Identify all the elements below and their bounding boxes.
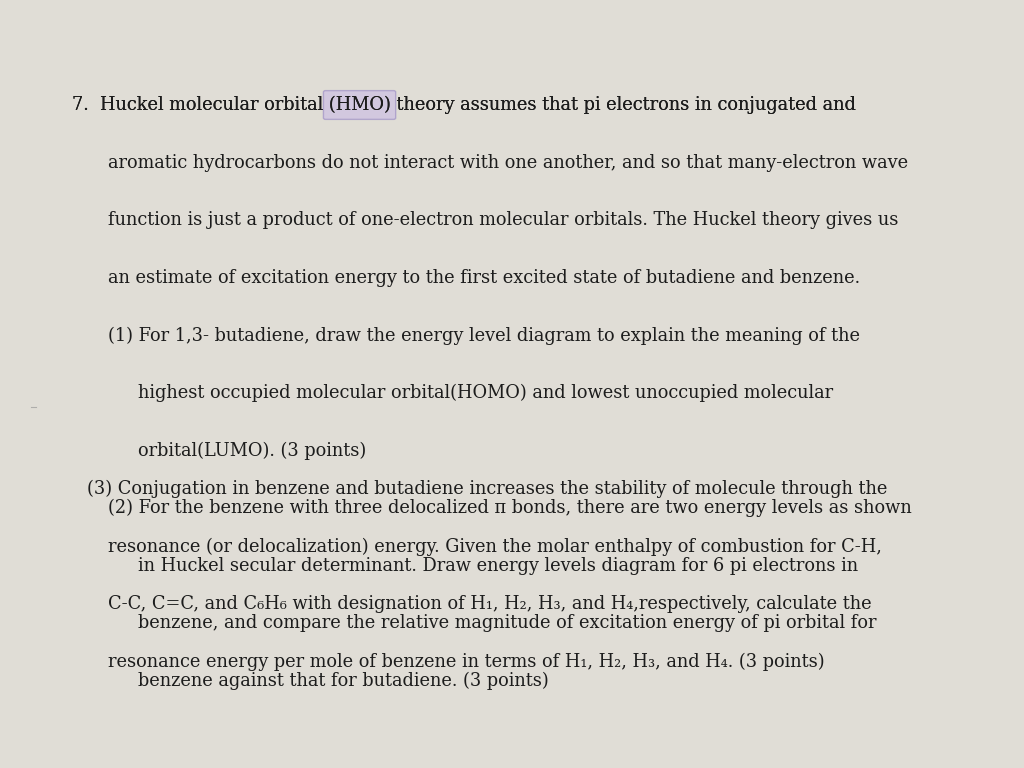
Text: C-C, C=C, and C₆H₆ with designation of H₁, H₂, H₃, and H₄,respectively, calculat: C-C, C=C, and C₆H₆ with designation of H… bbox=[108, 595, 871, 613]
Text: highest occupied molecular orbital(HOMO) and lowest unoccupied molecular: highest occupied molecular orbital(HOMO)… bbox=[138, 384, 834, 402]
Text: in Huckel secular determinant. Draw energy levels diagram for 6 pi electrons in: in Huckel secular determinant. Draw ener… bbox=[138, 557, 858, 574]
Text: an estimate of excitation energy to the first excited state of butadiene and ben: an estimate of excitation energy to the … bbox=[108, 269, 859, 286]
Text: benzene, and compare the relative magnitude of excitation energy of pi orbital f: benzene, and compare the relative magnit… bbox=[138, 614, 877, 632]
Text: aromatic hydrocarbons do not interact with one another, and so that many-electro: aromatic hydrocarbons do not interact wi… bbox=[108, 154, 907, 171]
Text: resonance energy per mole of benzene in terms of H₁, H₂, H₃, and H₄. (3 points): resonance energy per mole of benzene in … bbox=[108, 653, 824, 671]
Text: function is just a product of one-electron molecular orbitals. The Huckel theory: function is just a product of one-electr… bbox=[108, 211, 898, 229]
FancyBboxPatch shape bbox=[324, 91, 395, 119]
Text: (1) For 1,3- butadiene, draw the energy level diagram to explain the meaning of : (1) For 1,3- butadiene, draw the energy … bbox=[108, 326, 859, 345]
Text: 7.  Huckel molecular orbital (HMO) theory assumes that pi electrons in conjugate: 7. Huckel molecular orbital (HMO) theory… bbox=[72, 96, 856, 114]
Text: orbital(LUMO). (3 points): orbital(LUMO). (3 points) bbox=[138, 442, 367, 460]
Text: benzene against that for butadiene. (3 points): benzene against that for butadiene. (3 p… bbox=[138, 672, 549, 690]
Text: 7.  Huckel molecular orbital (HMO) theory assumes that pi electrons in conjugate: 7. Huckel molecular orbital (HMO) theory… bbox=[72, 96, 856, 114]
Text: (3) Conjugation in benzene and butadiene increases the stability of molecule thr: (3) Conjugation in benzene and butadiene… bbox=[87, 480, 888, 498]
Text: resonance (or delocalization) energy. Given the molar enthalpy of combustion for: resonance (or delocalization) energy. Gi… bbox=[108, 538, 882, 556]
Text: (2) For the benzene with three delocalized π bonds, there are two energy levels : (2) For the benzene with three delocaliz… bbox=[108, 499, 911, 518]
